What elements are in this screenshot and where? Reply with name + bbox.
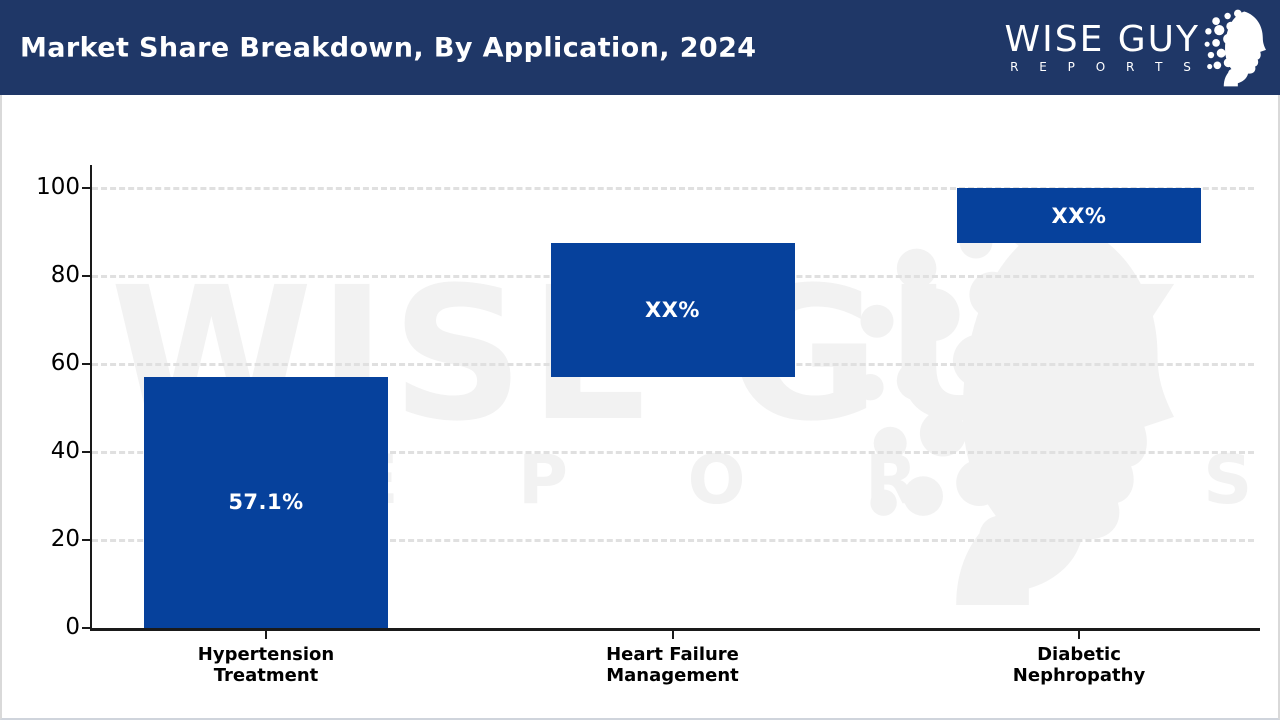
y-tick-label: 0	[65, 614, 80, 640]
logo-wordmark: WISE GUY R E P O R T S	[1005, 21, 1201, 74]
gridline	[92, 451, 1254, 454]
logo-line1: WISE GUY	[1004, 19, 1200, 61]
x-axis	[90, 628, 1260, 631]
bar: XX%	[957, 188, 1201, 244]
x-tick-mark	[671, 631, 674, 639]
gridline	[92, 539, 1254, 542]
chart-title: Market Share Breakdown, By Application, …	[20, 32, 757, 63]
y-tick-mark	[82, 451, 90, 453]
y-tick-label: 80	[50, 262, 80, 288]
header-bar: Market Share Breakdown, By Application, …	[0, 0, 1280, 95]
plot: 0 20 40 60 80 100 57.1% Hypertension Treatment X…	[2, 95, 1278, 718]
x-tick-mark	[265, 631, 267, 639]
bar-value-label: XX%	[645, 298, 700, 323]
y-tick-label: 60	[50, 350, 80, 376]
gridline	[92, 187, 1254, 190]
wiseguy-logo: WISE GUY R E P O R T S	[1005, 4, 1266, 91]
bar: 57.1%	[144, 376, 388, 628]
y-tick-label: 100	[36, 174, 80, 200]
y-tick-mark	[82, 363, 90, 365]
x-tick-mark	[1078, 631, 1080, 639]
y-tick-label: 40	[50, 438, 80, 464]
y-axis	[90, 165, 92, 630]
y-tick-mark	[82, 539, 90, 541]
y-tick-label: 20	[50, 526, 80, 552]
y-tick-mark	[82, 627, 90, 629]
x-axis-label: Heart Failure Management	[606, 644, 739, 686]
bar-value-label: 57.1%	[228, 490, 304, 515]
x-axis-label: Diabetic Nephropathy	[1012, 644, 1146, 686]
bar: XX%	[550, 243, 795, 377]
chart-area: WISE GUY R E P O R T S 0 20 40 60 80 100 57.1%…	[0, 95, 1280, 720]
bar-value-label: XX%	[1051, 203, 1107, 228]
y-tick-mark	[82, 187, 90, 189]
y-tick-mark	[82, 275, 90, 277]
wiseguy-head-icon	[1204, 9, 1266, 86]
logo-line2: R E P O R T S	[1010, 59, 1200, 74]
x-axis-label: Hypertension Treatment	[197, 644, 335, 686]
